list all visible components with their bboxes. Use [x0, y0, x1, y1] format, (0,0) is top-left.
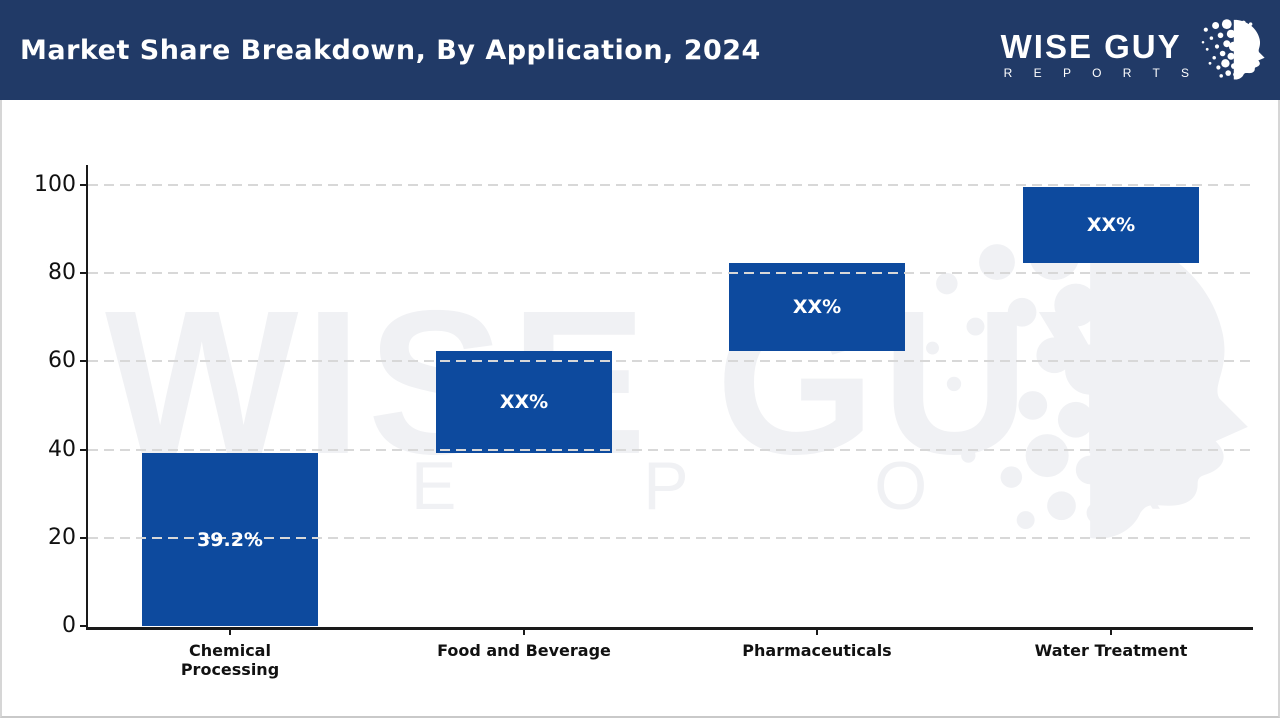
bar-food-and-beverage	[436, 350, 612, 454]
brand-subname: R E P O R T S	[1003, 65, 1198, 80]
y-tick-label: 40	[48, 436, 76, 462]
y-axis-line	[85, 165, 88, 630]
y-tick-label: 100	[34, 172, 76, 197]
x-category-label: Water Treatment	[1034, 641, 1188, 660]
x-axis-line	[85, 627, 1253, 630]
y-axis-tick	[80, 536, 88, 539]
y-tick-label: 80	[48, 260, 76, 286]
x-axis-tick	[229, 627, 231, 635]
y-gridline	[88, 184, 1253, 186]
y-gridline	[88, 272, 1253, 275]
y-axis-tick	[80, 272, 88, 275]
x-axis-tick	[523, 627, 525, 635]
bar-value-label: XX%	[792, 296, 842, 319]
watermark-reports-text: R E P O R T S	[175, 448, 1280, 524]
bar-chemical-processing	[142, 453, 318, 626]
x-category-label: Chemical Processing	[180, 641, 280, 679]
brand-logo-text: WISE GUY R E P O R T S	[1000, 27, 1198, 80]
x-axis-tick	[1110, 627, 1112, 635]
watermark-head-icon	[926, 229, 1248, 539]
bar-pharmaceuticals	[729, 263, 905, 351]
logo-head-icon	[1201, 19, 1265, 80]
y-axis-tick	[80, 625, 88, 627]
bar-value-label: XX%	[499, 390, 549, 413]
y-axis-tick	[80, 360, 88, 363]
y-tick-label: 0	[62, 613, 76, 638]
header-bar: Market Share Breakdown, By Application, …	[0, 0, 1280, 100]
x-category-label: Food and Beverage	[437, 641, 611, 660]
y-gridline	[88, 448, 1253, 451]
y-gridline	[88, 536, 1253, 539]
y-tick-label: 60	[48, 348, 76, 374]
brand-logo: WISE GUY R E P O R T S	[1001, 6, 1266, 92]
y-tick-label: 20	[48, 524, 76, 550]
y-gridline	[88, 360, 1253, 363]
y-axis-tick	[80, 448, 88, 451]
x-axis-tick	[816, 627, 818, 635]
bar-value-label: 39.2%	[197, 528, 263, 551]
y-axis-tick	[80, 184, 88, 186]
x-category-label: Pharmaceuticals	[742, 641, 892, 660]
watermark-brand-text: WISE GUY	[105, 268, 1179, 497]
chart-title: Market Share Breakdown, By Application, …	[20, 34, 761, 66]
bar-water-treatment	[1023, 186, 1199, 264]
brand-name: WISE GUY	[1000, 27, 1182, 65]
bar-value-label: XX%	[1086, 214, 1136, 237]
